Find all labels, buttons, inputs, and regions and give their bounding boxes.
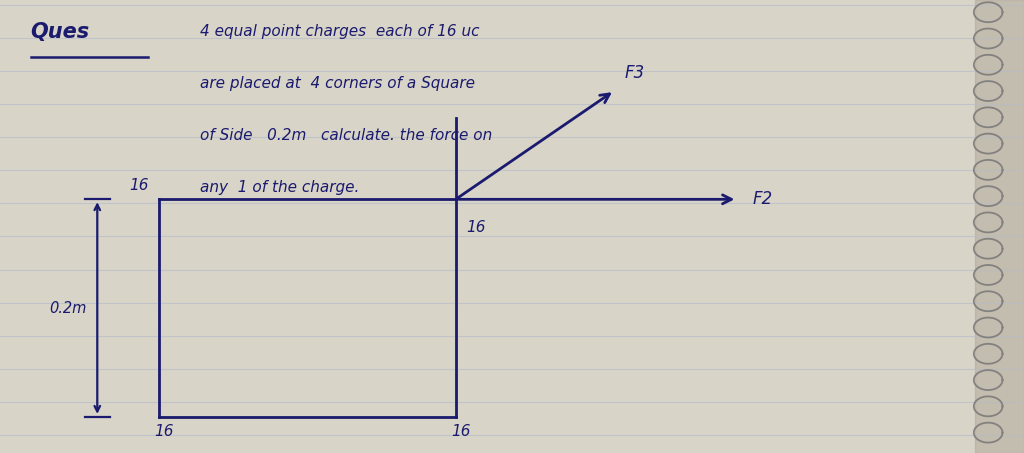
Text: of Side   0.2m   calculate. the force on: of Side 0.2m calculate. the force on bbox=[200, 128, 492, 144]
Text: 0.2m: 0.2m bbox=[50, 300, 87, 316]
Text: 16: 16 bbox=[154, 424, 174, 439]
Text: 16: 16 bbox=[451, 424, 471, 439]
Text: 16: 16 bbox=[466, 220, 485, 235]
Text: F3: F3 bbox=[625, 63, 645, 82]
Text: Ques: Ques bbox=[31, 22, 90, 42]
Text: are placed at  4 corners of a Square: are placed at 4 corners of a Square bbox=[200, 76, 475, 92]
Text: F2: F2 bbox=[753, 190, 773, 208]
Text: 4 equal point charges  each of 16 uc: 4 equal point charges each of 16 uc bbox=[200, 24, 479, 39]
Text: any  1 of the charge.: any 1 of the charge. bbox=[200, 180, 359, 196]
Text: 16: 16 bbox=[129, 178, 148, 193]
Bar bbox=[975, 0, 1024, 453]
